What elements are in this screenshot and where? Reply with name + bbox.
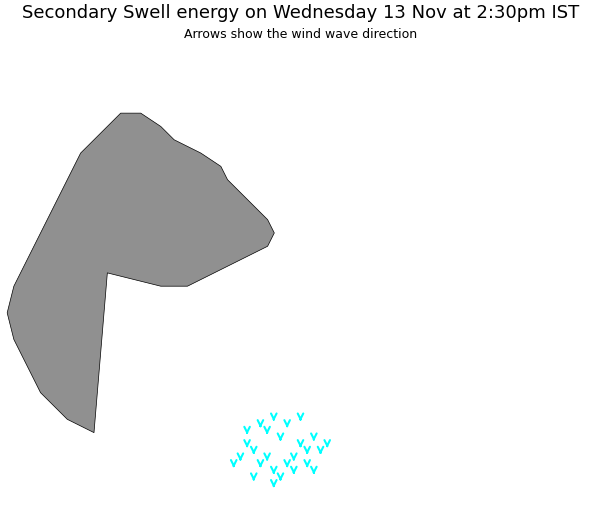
Text: Secondary Swell energy on Wednesday 13 Nov at 2:30pm IST: Secondary Swell energy on Wednesday 13 N…	[22, 4, 579, 22]
Text: Arrows show the wind wave direction: Arrows show the wind wave direction	[184, 28, 417, 41]
